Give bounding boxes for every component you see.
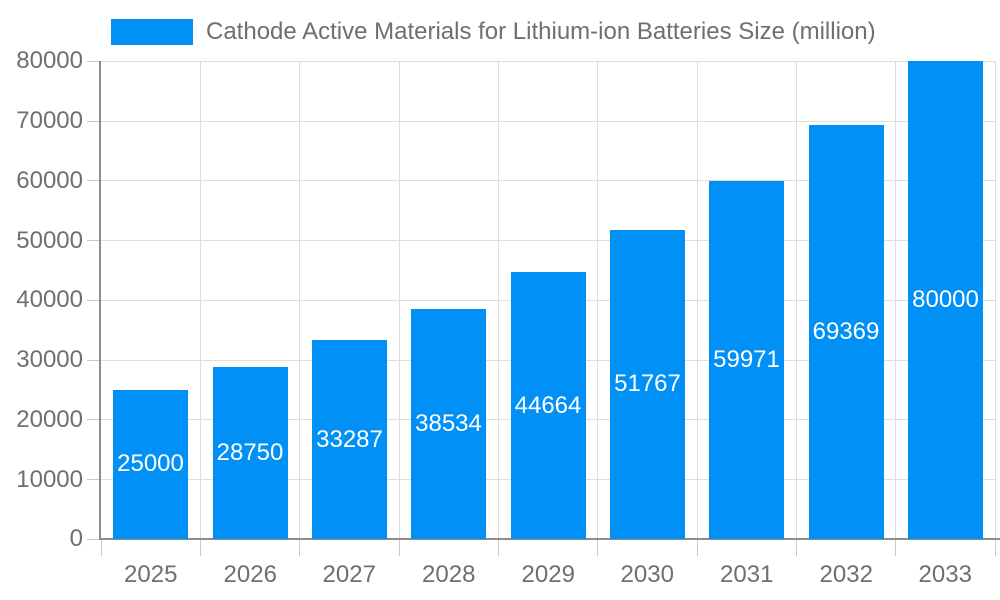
- y-axis-label: 40000: [16, 286, 83, 313]
- y-axis-label: 0: [69, 525, 83, 552]
- y-axis-label: 10000: [16, 465, 83, 493]
- y-tick: [87, 419, 101, 420]
- gridline-v: [200, 61, 201, 539]
- gridline-h: [101, 120, 995, 122]
- legend-label: Cathode Active Materials for Lithium-ion…: [206, 18, 876, 45]
- gridline-h: [101, 240, 995, 241]
- x-tick: [398, 539, 400, 556]
- y-tick: [87, 120, 101, 122]
- x-tick: [696, 539, 698, 556]
- x-tick: [100, 539, 102, 556]
- bar-2025: 25000: [113, 389, 188, 539]
- bar-2031: 59971: [709, 180, 784, 539]
- bar-value-label: 59971: [713, 345, 780, 373]
- y-axis-label: 70000: [16, 107, 83, 134]
- gridline-v: [299, 61, 300, 539]
- bar-2032: 69369: [808, 124, 884, 539]
- gridline-v: [696, 61, 698, 539]
- gridline-v: [597, 61, 598, 539]
- y-axis-label: 80000: [16, 47, 83, 74]
- bar-value-label: 33287: [316, 425, 383, 453]
- bar-value-label: 44664: [514, 391, 582, 419]
- x-axis-label: 2033: [918, 561, 972, 588]
- y-tick: [87, 180, 101, 181]
- y-axis-label: 60000: [16, 166, 83, 194]
- x-tick: [498, 539, 499, 556]
- bar-2030: 51767: [610, 229, 685, 539]
- x-tick: [200, 539, 201, 556]
- x-axis-label: 2026: [223, 561, 277, 588]
- x-tick: [796, 539, 797, 556]
- y-tick: [87, 299, 101, 301]
- y-tick: [87, 240, 101, 241]
- x-axis-label: 2028: [422, 561, 476, 588]
- y-axis-label: 20000: [16, 405, 83, 433]
- y-tick: [87, 538, 101, 540]
- x-tick: [299, 539, 300, 556]
- x-axis-label: 2030: [620, 561, 674, 588]
- bar-2033: 80000: [908, 61, 983, 539]
- x-tick: [994, 539, 996, 556]
- bar-value-label: 28750: [216, 439, 284, 466]
- bar-2026: 28750: [212, 367, 288, 539]
- gridline-v: [398, 61, 400, 539]
- x-axis-label: 2032: [819, 561, 873, 588]
- legend: Cathode Active Materials for Lithium-ion…: [111, 18, 876, 46]
- y-tick: [87, 479, 101, 480]
- gridline-v: [498, 61, 499, 539]
- bar-2029: 44664: [510, 272, 586, 539]
- bar-2027: 33287: [312, 340, 387, 539]
- bar-value-label: 25000: [117, 450, 184, 478]
- gridline-v: [994, 61, 996, 539]
- x-axis-line: [99, 538, 1000, 540]
- x-axis-label: 2029: [521, 561, 575, 588]
- y-tick: [87, 359, 101, 361]
- bar-value-label: 80000: [912, 286, 979, 313]
- gridline-v: [796, 61, 797, 539]
- bar-value-label: 51767: [614, 370, 681, 398]
- bar-value-label: 38534: [415, 410, 482, 437]
- bar-2028: 38534: [411, 309, 486, 539]
- x-tick: [597, 539, 598, 556]
- x-axis-label: 2025: [124, 561, 178, 588]
- y-tick: [87, 60, 101, 62]
- legend-swatch: [111, 19, 193, 45]
- x-axis-label: 2031: [720, 561, 774, 588]
- x-axis-label: 2027: [322, 561, 376, 588]
- gridline-v: [895, 61, 896, 539]
- y-axis-label: 30000: [16, 346, 83, 373]
- y-axis-line: [99, 61, 101, 539]
- gridline-h: [101, 60, 995, 62]
- x-tick: [895, 539, 896, 556]
- bar-value-label: 69369: [812, 317, 880, 345]
- y-axis-label: 50000: [16, 226, 83, 254]
- gridline-h: [101, 180, 995, 181]
